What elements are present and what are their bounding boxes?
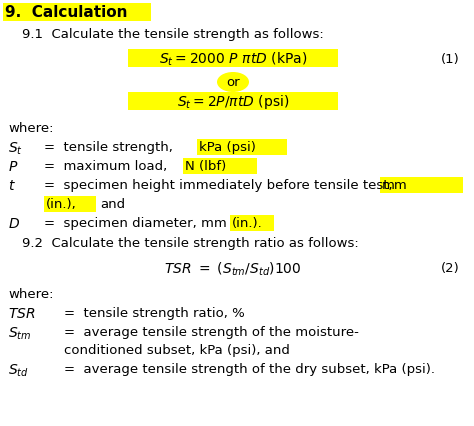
Text: $t$: $t$ (8, 178, 16, 193)
Text: =  tensile strength ratio, %: = tensile strength ratio, % (64, 306, 245, 319)
Text: $D$: $D$ (8, 216, 20, 230)
FancyBboxPatch shape (380, 178, 463, 193)
Text: where:: where: (8, 122, 54, 135)
Text: mm: mm (382, 179, 408, 192)
Text: and: and (100, 198, 125, 210)
Text: $S_t = 2P/\pi tD\ \mathrm{(psi)}$: $S_t = 2P/\pi tD\ \mathrm{(psi)}$ (177, 93, 289, 111)
Text: $TSR\ =\ (S_{tm}/S_{td})100$: $TSR\ =\ (S_{tm}/S_{td})100$ (164, 260, 302, 277)
Text: $TSR$: $TSR$ (8, 306, 36, 320)
Text: kPa (psi): kPa (psi) (199, 141, 256, 154)
Text: (2): (2) (441, 262, 460, 275)
Text: 9.1  Calculate the tensile strength as follows:: 9.1 Calculate the tensile strength as fo… (22, 28, 324, 41)
Text: $S_{td}$: $S_{td}$ (8, 362, 29, 379)
Text: =  maximum load,: = maximum load, (44, 160, 167, 173)
Text: $S_t$: $S_t$ (8, 141, 23, 157)
Text: 9.  Calculation: 9. Calculation (5, 5, 128, 20)
FancyBboxPatch shape (44, 196, 96, 213)
Text: =  specimen height immediately before tensile test,: = specimen height immediately before ten… (44, 178, 392, 192)
Text: or: or (226, 76, 240, 89)
FancyBboxPatch shape (128, 93, 338, 111)
Text: (1): (1) (441, 52, 460, 65)
Text: (in.).: (in.). (232, 217, 263, 230)
Text: =  specimen diameter, mm: = specimen diameter, mm (44, 216, 227, 230)
Text: =  average tensile strength of the moisture-: = average tensile strength of the moistu… (64, 325, 359, 338)
Text: $S_t = 2000\ P\ \pi tD\ \mathrm{(kPa)}$: $S_t = 2000\ P\ \pi tD\ \mathrm{(kPa)}$ (159, 50, 307, 68)
Text: (in.),: (in.), (46, 198, 77, 211)
Text: conditioned subset, kPa (psi), and: conditioned subset, kPa (psi), and (64, 343, 290, 356)
Text: $S_{tm}$: $S_{tm}$ (8, 325, 31, 342)
FancyBboxPatch shape (128, 50, 338, 68)
FancyBboxPatch shape (183, 158, 257, 175)
Ellipse shape (217, 73, 249, 93)
Text: $P$: $P$ (8, 160, 18, 173)
FancyBboxPatch shape (3, 4, 151, 22)
Text: 9.2  Calculate the tensile strength ratio as follows:: 9.2 Calculate the tensile strength ratio… (22, 236, 359, 249)
Text: =  average tensile strength of the dry subset, kPa (psi).: = average tensile strength of the dry su… (64, 362, 435, 375)
Text: N (lbf): N (lbf) (185, 160, 226, 173)
FancyBboxPatch shape (230, 216, 274, 231)
Text: =  tensile strength,: = tensile strength, (44, 141, 173, 154)
FancyBboxPatch shape (197, 140, 287, 155)
Text: where:: where: (8, 287, 54, 300)
